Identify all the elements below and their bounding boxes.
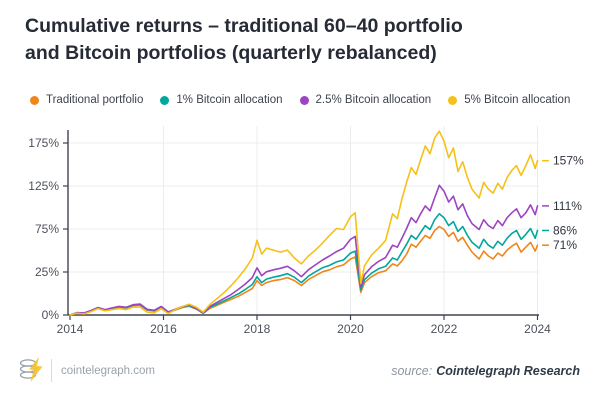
legend-label: Traditional portfolio: [46, 94, 144, 106]
series-line-2-5pct-bitcoin-allocation: [69, 184, 539, 316]
footer-source: source: Cointelegraph Research: [391, 364, 580, 378]
source-prefix: source:: [391, 364, 433, 378]
chart-title-line1: Cumulative returns – traditional 60–40 p…: [25, 15, 463, 37]
x-tick-label: 2018: [244, 322, 271, 336]
x-tick-label: 2022: [431, 322, 458, 336]
series-line-5pct-bitcoin-allocation: [69, 130, 539, 316]
chart-title: Cumulative returns – traditional 60–40 p…: [25, 13, 585, 67]
legend-label: 5% Bitcoin allocation: [464, 94, 571, 106]
y-tick-label: 175%: [28, 136, 59, 150]
returns-chart: 0% 25% 75% 125% 175% 2014 2016 2018 2020 2022 2024…: [28, 126, 584, 336]
footer-site-label: cointelegraph.com: [61, 365, 155, 377]
y-tick-label: 25%: [35, 265, 59, 279]
x-tick-label: 2020: [337, 322, 364, 336]
source-name: Cointelegraph Research: [436, 364, 580, 378]
series-end-label-1pct-bitcoin-allocation: 86%: [553, 223, 577, 237]
legend-item-2-5pct-bitcoin-allocation: 2.5% Bitcoin allocation: [299, 94, 432, 106]
legend-dot-icon: [30, 95, 39, 105]
chart-title-line2: and Bitcoin portfolios (quarterly rebala…: [25, 42, 437, 64]
legend-dot-icon: [299, 95, 309, 105]
series-end-label-5pct-bitcoin-allocation: 157%: [553, 154, 584, 168]
legend-label: 1% Bitcoin allocation: [176, 94, 283, 106]
lightning-bolt-icon: [29, 357, 43, 382]
footer-divider: [51, 359, 52, 382]
legend-dot-icon: [448, 95, 458, 105]
legend-item-1pct-bitcoin-allocation: 1% Bitcoin allocation: [160, 94, 283, 106]
series-end-label-2-5pct-bitcoin-allocation: 111%: [553, 199, 582, 213]
y-tick-label: 0%: [42, 308, 60, 322]
y-tick-label: 125%: [28, 179, 59, 193]
series-end-label-traditional-portfolio: 71%: [553, 238, 577, 252]
x-tick-label: 2024: [524, 322, 551, 336]
chart-legend: Traditional portfolio 1% Bitcoin allocati…: [30, 94, 570, 106]
x-tick-label: 2014: [57, 322, 84, 336]
legend-dot-icon: [160, 95, 170, 105]
legend-item-traditional-portfolio: Traditional portfolio: [30, 94, 143, 106]
legend-label: 2.5% Bitcoin allocation: [315, 94, 432, 106]
cointelegraph-logo: [19, 357, 43, 382]
y-tick-label: 75%: [35, 222, 59, 236]
series-line-traditional-portfolio: [69, 225, 539, 316]
x-tick-label: 2016: [150, 322, 177, 336]
legend-item-5pct-bitcoin-allocation: 5% Bitcoin allocation: [448, 94, 570, 106]
